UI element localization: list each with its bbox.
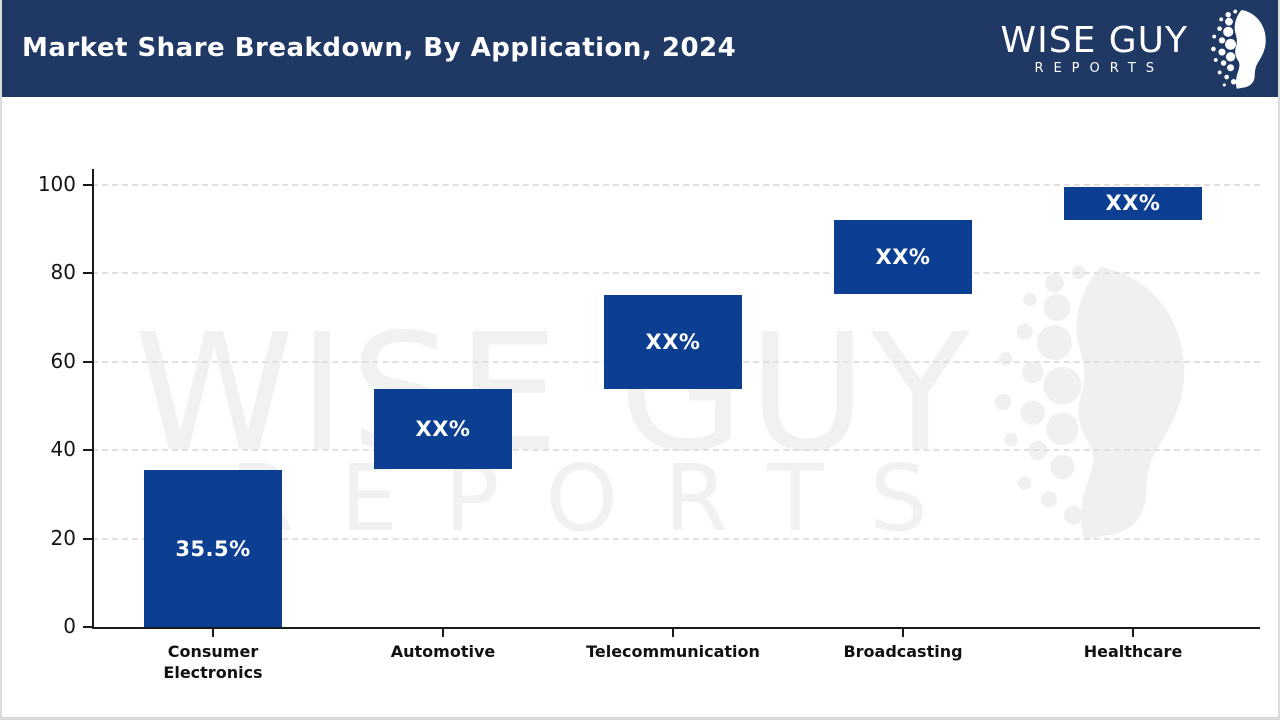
y-tick-label-0: 0 — [63, 614, 76, 638]
gridline-y40 — [92, 449, 1260, 452]
y-tick-label-40: 40 — [50, 437, 76, 462]
bar-consumer-electronics: 35.5% — [144, 470, 282, 627]
y-tick-100 — [83, 184, 93, 186]
gridline-y100 — [92, 184, 1260, 186]
category-label: Automotive — [390, 642, 496, 661]
y-tick-40 — [83, 449, 93, 452]
plot-area: WISE GUY REPORTS 0 20 40 60 80 100 35.5% XX% XX… — [2, 97, 1278, 717]
bar-automotive: XX% — [374, 388, 512, 470]
x-tick-3 — [672, 629, 674, 637]
y-tick-60 — [83, 360, 93, 363]
category-label: Telecommunication — [586, 642, 760, 661]
wiseguy-logo-text: WISE GUY REPORTS — [1000, 19, 1189, 76]
y-axis-spine — [92, 169, 94, 629]
bar-value-label: XX% — [415, 416, 471, 441]
page-title: Market Share Breakdown, By Application, … — [22, 33, 737, 63]
header-bar: Market Share Breakdown, By Application, … — [2, 0, 1278, 97]
bar-telecommunication: XX% — [604, 295, 742, 389]
y-tick-0 — [83, 626, 93, 628]
x-axis-spine — [92, 627, 1260, 629]
logo-subtext: REPORTS — [1034, 60, 1165, 76]
y-tick-label-60: 60 — [50, 348, 76, 373]
bar-value-label: 35.5% — [175, 536, 251, 561]
watermark-wordmark: WISE GUY — [134, 300, 974, 488]
y-tick-label-100: 100 — [37, 172, 76, 196]
y-tick-label-20: 20 — [50, 525, 76, 550]
watermark-subtext: REPORTS — [230, 445, 974, 552]
category-label: Healthcare — [1083, 642, 1183, 661]
bar-value-label: XX% — [875, 244, 931, 269]
x-tick-2 — [442, 629, 444, 637]
category-label: Broadcasting — [843, 642, 963, 661]
gridline-y80 — [92, 272, 1260, 275]
y-tick-20 — [83, 537, 93, 540]
bar-broadcasting: XX% — [834, 219, 972, 294]
watermark-face-icon — [994, 265, 1185, 540]
y-tick-80 — [83, 272, 93, 275]
bar-value-label: XX% — [645, 329, 701, 354]
x-tick-4 — [902, 629, 904, 637]
bar-healthcare: XX% — [1064, 186, 1202, 220]
category-label: Consumer Electronics — [163, 642, 263, 682]
gridline-y20 — [92, 537, 1260, 540]
face-profile-icon — [1211, 9, 1266, 89]
bar-value-label: XX% — [1105, 191, 1161, 216]
wiseguy-logo: WISE GUY REPORTS — [1001, 0, 1269, 97]
logo-wordmark: WISE GUY — [1000, 19, 1188, 61]
x-tick-1 — [212, 629, 214, 637]
x-tick-5 — [1132, 629, 1134, 637]
y-tick-label-80: 80 — [50, 260, 76, 285]
